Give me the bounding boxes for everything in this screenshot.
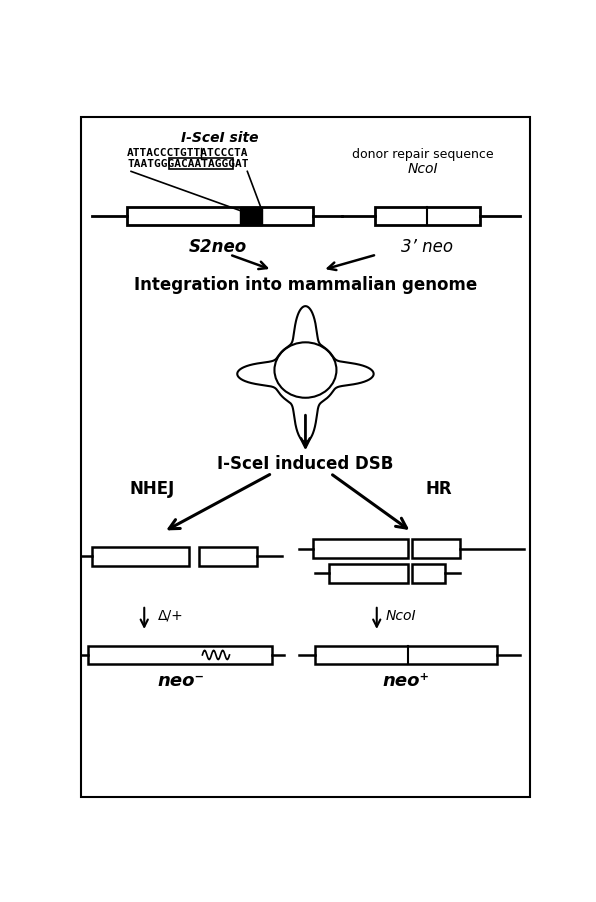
Bar: [88, 646, 272, 664]
Bar: [313, 539, 408, 558]
Text: TAATGGGACAATAGGGAT: TAATGGGACAATAGGGAT: [127, 159, 249, 169]
Bar: [315, 646, 497, 664]
Bar: [329, 564, 408, 583]
Bar: [92, 548, 189, 566]
Text: Integration into mammalian genome: Integration into mammalian genome: [134, 276, 477, 294]
Text: neo⁺: neo⁺: [383, 672, 430, 690]
Text: NHEJ: NHEJ: [129, 480, 175, 498]
Text: ATTACCCTGTTATCCCTA: ATTACCCTGTTATCCCTA: [127, 148, 249, 158]
Bar: [169, 158, 232, 169]
Bar: [375, 207, 480, 226]
Text: 3’ neo: 3’ neo: [401, 237, 453, 255]
Bar: [198, 548, 257, 566]
Text: NcoI: NcoI: [408, 162, 439, 176]
Text: neo⁻: neo⁻: [157, 672, 204, 690]
Bar: [412, 564, 445, 583]
Text: I-SceI site: I-SceI site: [181, 132, 259, 145]
Bar: [240, 207, 262, 226]
Text: NcoI: NcoI: [386, 609, 417, 622]
Text: HR: HR: [426, 480, 452, 498]
Text: Δ/+: Δ/+: [158, 609, 184, 622]
Bar: [127, 207, 313, 226]
Bar: [412, 539, 461, 558]
Text: S2neo: S2neo: [189, 237, 247, 255]
Text: donor repair sequence: donor repair sequence: [352, 148, 494, 161]
Text: I-SceI induced DSB: I-SceI induced DSB: [218, 455, 393, 473]
